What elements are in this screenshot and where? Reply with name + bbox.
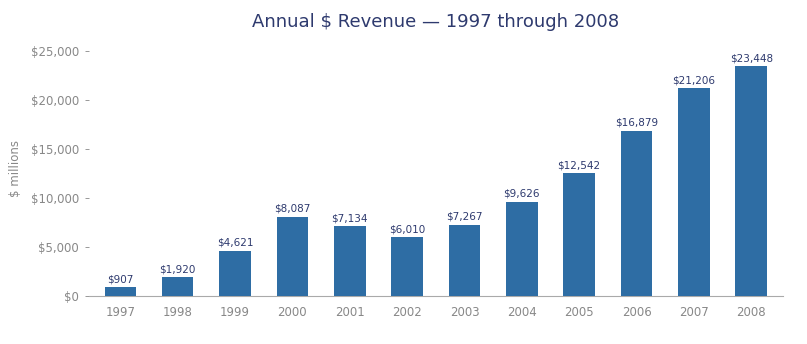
Title: Annual $ Revenue — 1997 through 2008: Annual $ Revenue — 1997 through 2008 xyxy=(253,13,619,31)
Y-axis label: $ millions: $ millions xyxy=(10,140,23,197)
Bar xyxy=(449,225,480,296)
Bar xyxy=(162,277,194,296)
Text: $21,206: $21,206 xyxy=(672,75,715,85)
Text: $7,267: $7,267 xyxy=(446,212,483,222)
Text: $8,087: $8,087 xyxy=(274,204,311,214)
Text: $7,134: $7,134 xyxy=(332,213,368,223)
Bar xyxy=(277,217,308,296)
Bar xyxy=(220,250,251,296)
Bar xyxy=(678,88,709,296)
Text: $12,542: $12,542 xyxy=(558,160,600,170)
Text: $9,626: $9,626 xyxy=(504,189,540,199)
Text: $6,010: $6,010 xyxy=(389,224,425,234)
Bar xyxy=(563,173,595,296)
Text: $23,448: $23,448 xyxy=(730,54,773,64)
Bar xyxy=(334,226,366,296)
Text: $4,621: $4,621 xyxy=(217,238,253,248)
Text: $907: $907 xyxy=(107,274,133,284)
Text: $16,879: $16,879 xyxy=(615,118,658,128)
Bar xyxy=(621,131,652,296)
Bar xyxy=(506,202,537,296)
Text: $1,920: $1,920 xyxy=(160,264,196,274)
Bar xyxy=(391,237,423,296)
Bar xyxy=(105,287,136,296)
Bar xyxy=(735,66,767,296)
